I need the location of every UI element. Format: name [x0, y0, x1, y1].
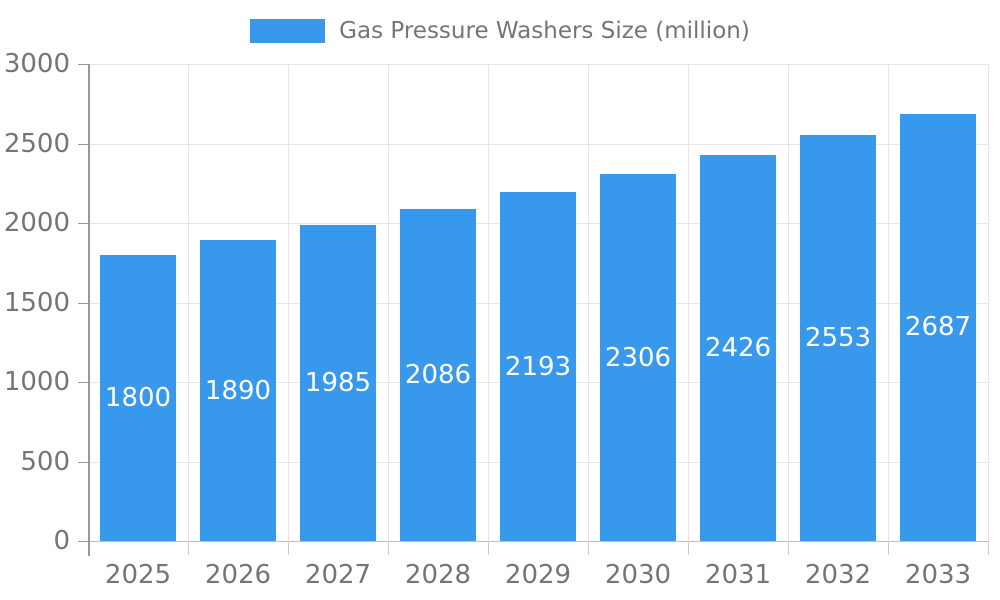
gridline-horizontal	[88, 64, 988, 65]
bar-value-label: 2086	[404, 360, 472, 391]
x-axis-tick-label: 2029	[504, 560, 572, 590]
x-axis-tick	[388, 541, 389, 555]
legend-item[interactable]: Gas Pressure Washers Size (million)	[250, 18, 750, 44]
y-axis-tick-label: 2000	[3, 208, 70, 238]
x-axis-tick	[688, 541, 689, 555]
y-axis-tick-label: 0	[53, 526, 70, 556]
x-axis-tick-label: 2033	[904, 560, 972, 590]
bar-value-label: 2426	[704, 333, 772, 364]
gridline-vertical	[688, 64, 689, 541]
x-axis-tick	[288, 541, 289, 555]
bar[interactable]	[700, 155, 776, 541]
bar[interactable]	[800, 135, 876, 541]
legend-swatch	[250, 19, 326, 43]
bar[interactable]	[900, 113, 976, 541]
gridline-vertical	[988, 64, 989, 541]
gridline-horizontal	[88, 143, 988, 145]
y-axis-tick	[78, 541, 88, 542]
y-axis-tick-label: 1500	[3, 287, 70, 318]
y-axis-tick	[78, 64, 88, 65]
x-axis-tick-label: 2031	[704, 560, 772, 590]
gridline-vertical	[188, 64, 189, 541]
bar[interactable]	[500, 192, 576, 541]
bar-value-label: 2553	[804, 323, 872, 354]
x-axis-tick	[988, 541, 989, 555]
y-axis-tick	[78, 143, 88, 145]
y-axis-tick	[78, 382, 88, 383]
gridline-vertical	[388, 64, 389, 541]
y-axis-tick	[78, 302, 88, 304]
gridline-vertical	[488, 64, 489, 541]
x-axis-tick	[888, 541, 889, 555]
x-axis-tick-label: 2028	[404, 560, 472, 590]
legend: Gas Pressure Washers Size (million)	[0, 18, 1000, 44]
x-axis-tick	[588, 541, 589, 555]
bar-value-label: 1800	[104, 382, 172, 413]
gridline-vertical	[588, 64, 589, 541]
x-axis-tick-label: 2030	[604, 560, 672, 590]
bar[interactable]	[200, 240, 276, 541]
bar[interactable]	[400, 209, 476, 541]
x-axis-tick-label: 2032	[804, 560, 872, 590]
gridline-vertical	[788, 64, 789, 541]
bar[interactable]	[300, 225, 376, 541]
bar-value-label: 1985	[304, 368, 372, 399]
bar-value-label: 1890	[204, 375, 272, 406]
x-axis-tick-label: 2025	[104, 560, 172, 590]
x-axis-tick-label: 2026	[204, 560, 272, 590]
x-axis-tick	[788, 541, 789, 555]
y-axis-line	[88, 64, 90, 556]
x-axis-tick-label: 2027	[304, 560, 372, 590]
y-axis-tick-label: 2500	[3, 128, 70, 159]
gridline-vertical	[888, 64, 889, 541]
x-axis-baseline	[88, 541, 988, 542]
y-axis-tick-label: 1000	[3, 367, 70, 397]
y-axis-tick-label: 3000	[3, 49, 70, 79]
bar-value-label: 2193	[504, 351, 572, 382]
y-axis-tick	[78, 223, 88, 224]
legend-label: Gas Pressure Washers Size (million)	[339, 18, 750, 44]
y-axis-tick	[78, 461, 88, 463]
bar-value-label: 2687	[904, 312, 972, 343]
bar[interactable]	[600, 174, 676, 541]
x-axis-tick	[488, 541, 489, 555]
x-axis-tick	[188, 541, 189, 555]
gridline-vertical	[288, 64, 289, 541]
bar-value-label: 2306	[604, 342, 672, 373]
y-axis-tick-label: 500	[20, 446, 70, 477]
bar[interactable]	[100, 254, 176, 541]
